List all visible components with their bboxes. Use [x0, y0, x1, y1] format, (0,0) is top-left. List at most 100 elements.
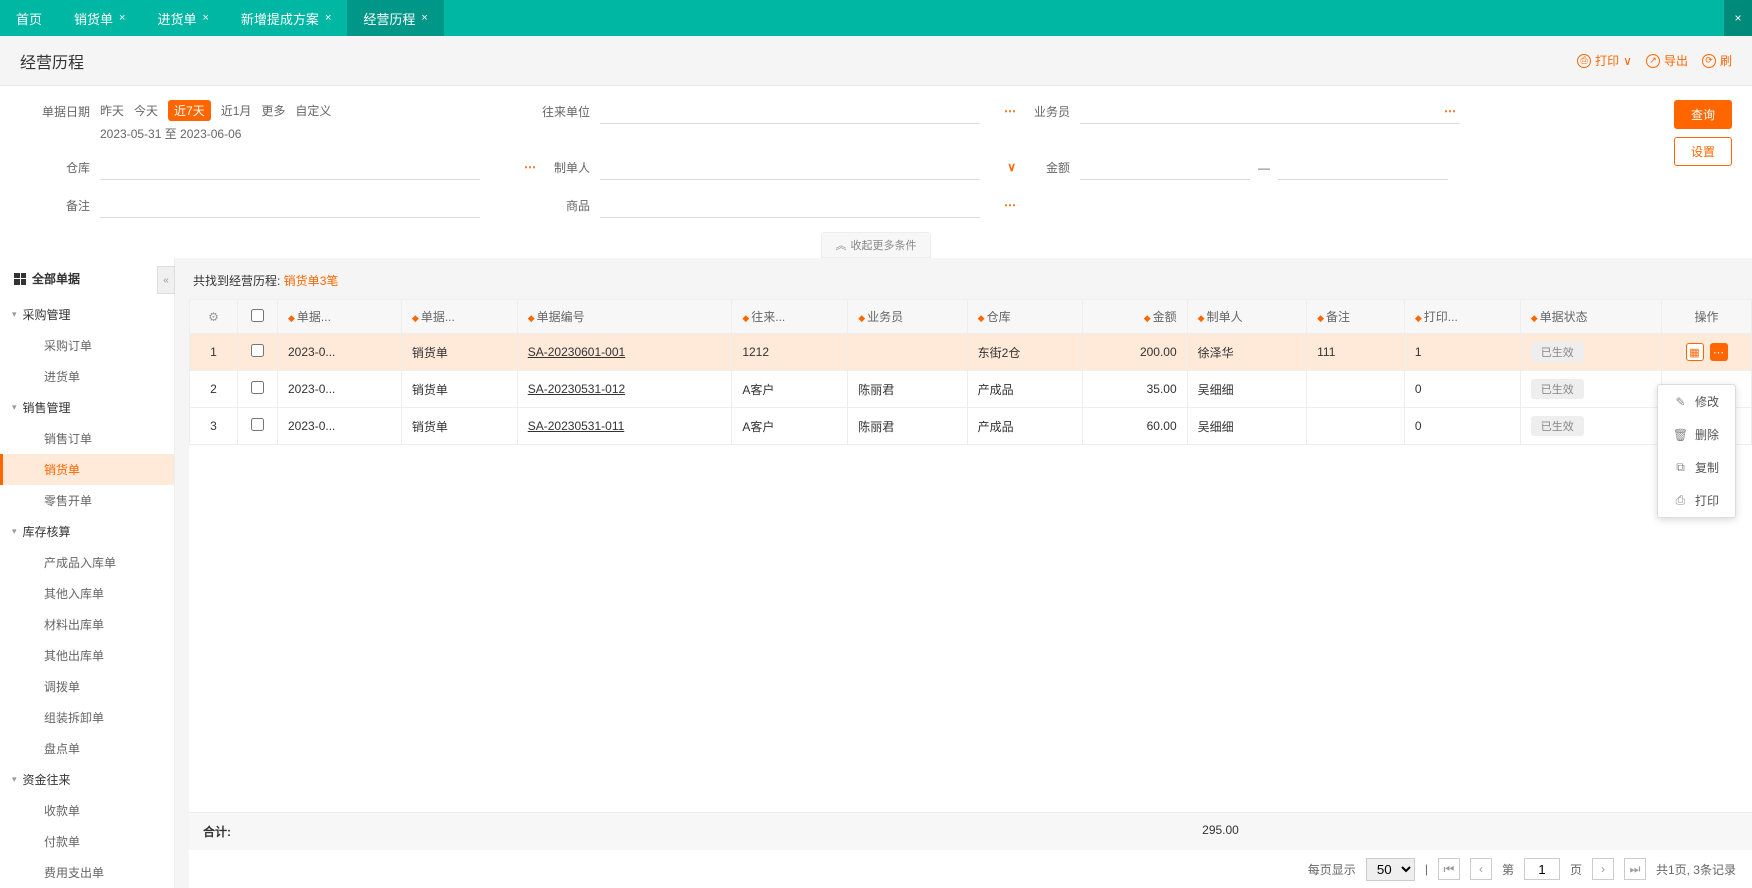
date-quick-custom[interactable]: 自定义	[295, 102, 331, 119]
cell-warehouse: 产成品	[967, 371, 1082, 408]
sidebar-item[interactable]: 零售开单	[0, 485, 174, 516]
status-badge: 已生效	[1531, 342, 1584, 362]
date-quick-more[interactable]: 更多	[261, 102, 285, 119]
sidebar-item[interactable]: 销货单	[0, 454, 174, 485]
close-icon[interactable]: ×	[202, 12, 208, 24]
amount-max-input[interactable]	[1278, 156, 1448, 180]
date-quick-today[interactable]: 今天	[134, 102, 158, 119]
cell-salesman: 陈丽君	[848, 371, 967, 408]
salesman-input[interactable]	[1080, 100, 1460, 124]
partner-input[interactable]	[600, 100, 980, 124]
tab-commission-plan[interactable]: 新增提成方案×	[225, 0, 347, 36]
lookup-icon[interactable]: ⋯	[1444, 104, 1456, 118]
ctx-copy[interactable]: ⧉复制	[1658, 451, 1735, 484]
column-amount[interactable]: ◆金额	[1083, 300, 1188, 334]
column-date[interactable]: ◆单据...	[278, 300, 402, 334]
ctx-print[interactable]: ⎙打印	[1658, 484, 1735, 517]
date-range-display: 2023-05-31 至 2023-06-06	[100, 125, 540, 142]
sidebar-item[interactable]: 进货单	[0, 361, 174, 392]
sidebar-item[interactable]: 材料出库单	[0, 609, 174, 640]
lookup-icon[interactable]: ⋯	[1004, 104, 1016, 118]
row-checkbox[interactable]	[251, 381, 264, 394]
collapse-filters-button[interactable]: ︽收起更多条件	[821, 232, 931, 258]
sidebar-item[interactable]: 盘点单	[0, 733, 174, 764]
creator-input[interactable]	[600, 156, 980, 180]
cell-warehouse: 产成品	[967, 408, 1082, 445]
page-size-select[interactable]: 50	[1366, 858, 1415, 881]
cell-partner: A客户	[732, 408, 848, 445]
sidebar-item[interactable]: 付款单	[0, 826, 174, 857]
row-more-icon[interactable]: ⋯	[1710, 343, 1728, 361]
total-amount: 295.00	[269, 813, 1752, 850]
column-type[interactable]: ◆单据...	[401, 300, 517, 334]
column-salesman[interactable]: ◆业务员	[848, 300, 967, 334]
settings-button[interactable]: 设置	[1674, 137, 1732, 166]
column-print[interactable]: ◆打印...	[1404, 300, 1520, 334]
row-checkbox[interactable]	[251, 344, 264, 357]
column-settings[interactable]: ⚙	[190, 300, 238, 334]
status-badge: 已生效	[1531, 416, 1584, 436]
column-remark[interactable]: ◆备注	[1307, 300, 1405, 334]
column-number[interactable]: ◆单据编号	[517, 300, 732, 334]
sidebar-item[interactable]: 费用支出单	[0, 857, 174, 888]
sidebar-item[interactable]: 调拨单	[0, 671, 174, 702]
document-link[interactable]: SA-20230531-012	[528, 382, 625, 396]
ctx-delete[interactable]: 🗑删除	[1658, 418, 1735, 451]
date-quick-last1m[interactable]: 近1月	[221, 102, 252, 119]
sidebar-group[interactable]: ▾库存核算	[0, 516, 174, 547]
tab-home[interactable]: 首页	[0, 0, 58, 36]
sidebar-item[interactable]: 产成品入库单	[0, 547, 174, 578]
column-creator[interactable]: ◆制单人	[1187, 300, 1306, 334]
document-link[interactable]: SA-20230531-011	[528, 419, 625, 433]
date-quick-yesterday[interactable]: 昨天	[100, 102, 124, 119]
chevron-down-icon[interactable]: ∨	[1007, 160, 1016, 174]
sidebar-item[interactable]: 销售订单	[0, 423, 174, 454]
sidebar-group[interactable]: ▾销售管理	[0, 392, 174, 423]
sidebar-item[interactable]: 组装拆卸单	[0, 702, 174, 733]
document-link[interactable]: SA-20230601-001	[528, 345, 625, 359]
print-icon: ⎙	[1674, 494, 1687, 507]
sidebar-item[interactable]: 其他出库单	[0, 640, 174, 671]
close-icon[interactable]: ×	[421, 12, 427, 24]
column-partner[interactable]: ◆往来...	[732, 300, 848, 334]
row-checkbox[interactable]	[251, 418, 264, 431]
sidebar-item[interactable]: 收款单	[0, 795, 174, 826]
table-row[interactable]: 22023-0...销货单SA-20230531-012A客户陈丽君产成品35.…	[190, 371, 1752, 408]
tab-purchase-order[interactable]: 进货单×	[141, 0, 224, 36]
table-row[interactable]: 12023-0...销货单SA-20230601-0011212东街2仓200.…	[190, 334, 1752, 371]
cell-partner: 1212	[732, 334, 848, 371]
tab-business-history[interactable]: 经营历程×	[347, 0, 443, 36]
first-page-button[interactable]: ⏮	[1438, 858, 1460, 880]
close-icon[interactable]: ×	[119, 12, 125, 24]
select-all-checkbox[interactable]	[251, 309, 264, 322]
sidebar-collapse-button[interactable]: «	[157, 266, 175, 294]
table-row[interactable]: 32023-0...销货单SA-20230531-011A客户陈丽君产成品60.…	[190, 408, 1752, 445]
column-warehouse[interactable]: ◆仓库	[967, 300, 1082, 334]
search-button[interactable]: 查询	[1674, 100, 1732, 129]
sidebar-group[interactable]: ▾资金往来	[0, 764, 174, 795]
lookup-icon[interactable]: ⋯	[524, 160, 536, 174]
print-button[interactable]: ⎙打印 ∨	[1577, 52, 1632, 69]
date-quick-last7[interactable]: 近7天	[168, 100, 211, 121]
amount-min-input[interactable]	[1080, 156, 1250, 180]
prev-page-button[interactable]: ‹	[1470, 858, 1492, 880]
cell-creator: 吴细细	[1187, 408, 1306, 445]
page-input[interactable]	[1524, 858, 1560, 880]
row-action-icon[interactable]: ▦	[1686, 343, 1704, 361]
ctx-edit[interactable]: ✎修改	[1658, 385, 1735, 418]
close-all-tabs-button[interactable]: ×	[1724, 0, 1752, 36]
column-status[interactable]: ◆单据状态	[1520, 300, 1661, 334]
close-icon[interactable]: ×	[325, 12, 331, 24]
lookup-icon[interactable]: ⋯	[1004, 198, 1016, 212]
warehouse-input[interactable]	[100, 156, 480, 180]
next-page-button[interactable]: ›	[1592, 858, 1614, 880]
export-button[interactable]: ↗导出	[1646, 52, 1688, 69]
remark-input[interactable]	[100, 194, 480, 218]
product-input[interactable]	[600, 194, 980, 218]
tab-sales-order[interactable]: 销货单×	[58, 0, 141, 36]
sidebar-group[interactable]: ▾采购管理	[0, 299, 174, 330]
refresh-button[interactable]: ⟳刷	[1702, 52, 1732, 69]
last-page-button[interactable]: ⏭	[1624, 858, 1646, 880]
sidebar-item[interactable]: 其他入库单	[0, 578, 174, 609]
sidebar-item[interactable]: 采购订单	[0, 330, 174, 361]
